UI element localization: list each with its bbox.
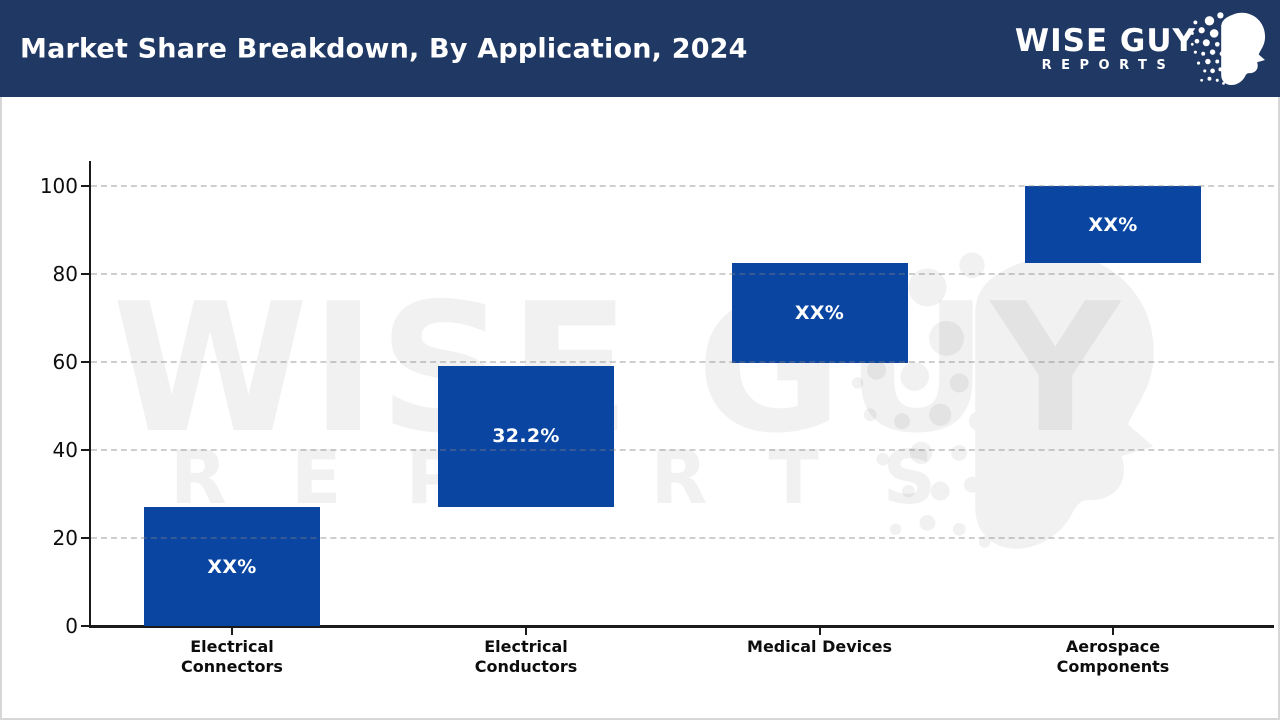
x-axis-category-line: Medical Devices (747, 637, 892, 656)
bar-medical-devices: XX% (731, 263, 908, 363)
y-axis-tick-label: 20 (52, 526, 78, 550)
y-axis-tick (81, 273, 90, 275)
gridline (91, 273, 1274, 275)
x-axis-tick (525, 628, 527, 635)
gridline (91, 361, 1274, 363)
bar-electrical-conductors: 32.2% (438, 365, 614, 508)
x-axis-category-label: Electrical Connectors (112, 637, 352, 677)
x-axis-category-line: Aerospace (1065, 637, 1161, 656)
watermark-text: WISE GUY (112, 265, 1122, 472)
y-axis-tick (81, 185, 90, 187)
y-axis-spine (89, 161, 91, 627)
x-axis-tick (818, 628, 821, 635)
gridline (91, 537, 1274, 539)
bar-value-label: XX% (1088, 213, 1138, 236)
x-axis-category-line: Components (1056, 657, 1170, 676)
bar-aerospace-components: XX% (1025, 186, 1201, 263)
y-axis-tick-label: 40 (52, 438, 78, 462)
gridline (91, 185, 1274, 187)
y-axis-tick-label: 60 (52, 350, 78, 374)
x-axis-category-line: Conductors (474, 657, 578, 676)
x-axis-spine (89, 625, 1274, 628)
x-axis-category-label: Medical Devices (700, 637, 940, 657)
brand-name: WISE GUY (1014, 22, 1196, 59)
plot-area: WISE GUY REPORTS 020406080100XX%32.2%XX%… (0, 97, 1280, 720)
header: Market Share Breakdown, By Application, … (0, 0, 1280, 97)
bar-electrical-connectors: XX% (144, 507, 320, 626)
y-axis-tick (81, 361, 90, 363)
x-axis-category-label: Aerospace Components (993, 637, 1233, 677)
page-title: Market Share Breakdown, By Application, … (20, 33, 748, 64)
x-axis-tick (1112, 628, 1114, 635)
brand-tagline: REPORTS (1041, 58, 1176, 74)
bar-value-label: XX% (794, 301, 845, 324)
x-axis-category-line: Electrical (190, 637, 274, 656)
y-axis-tick-label: 0 (65, 614, 78, 638)
y-axis-tick (81, 537, 90, 539)
x-axis-category-label: Electrical Conductors (406, 637, 646, 677)
y-axis-tick (81, 449, 90, 451)
brand-logo-text: WISE GUY REPORTS (1015, 25, 1196, 74)
brand-logo: WISE GUY REPORTS (1015, 4, 1272, 94)
gridline (91, 449, 1274, 451)
x-axis-category-line: Electrical (484, 637, 568, 656)
y-axis-tick-label: 80 (52, 262, 78, 286)
x-axis-tick (231, 628, 233, 635)
y-axis-tick (81, 625, 90, 627)
brand-face-icon (1190, 12, 1266, 86)
bar-value-label: 32.2% (492, 425, 560, 448)
x-axis-category-line: Connectors (181, 657, 283, 676)
y-axis-tick-label: 100 (39, 174, 78, 198)
bar-value-label: XX% (207, 555, 257, 578)
